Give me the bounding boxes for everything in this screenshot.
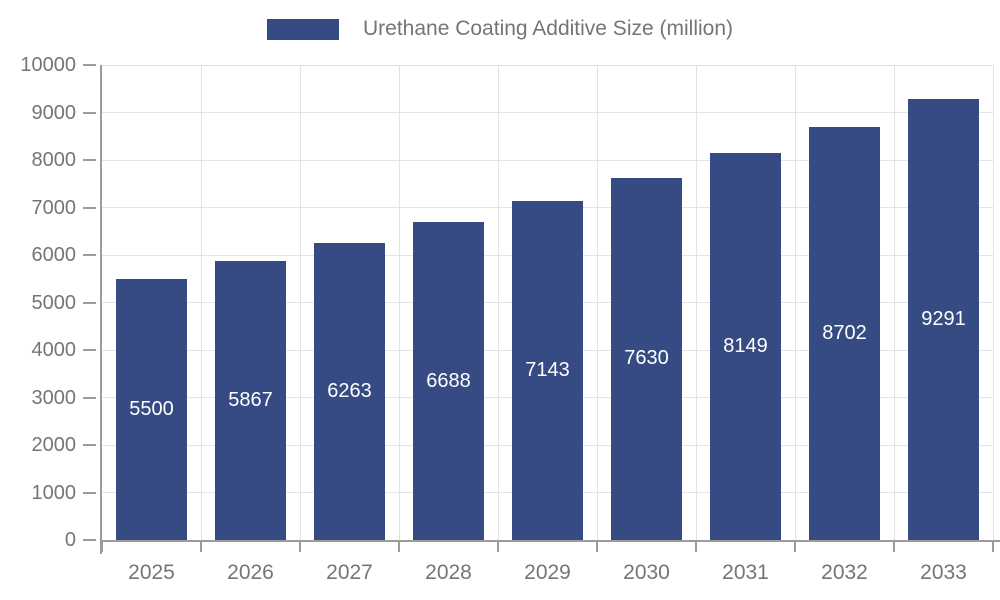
bar: 7630 [611,177,682,540]
bar-value-label: 9291 [921,307,966,330]
y-axis-tick [83,64,96,66]
x-axis-tick [596,542,598,552]
y-tick-label: 5000 [31,291,77,314]
y-axis-tick [83,301,96,304]
y-tick-label: 10000 [20,54,76,76]
y-axis-tick [83,396,96,399]
y-axis-tick [83,491,96,494]
y-tick-label: 7000 [31,196,77,219]
x-axis-tick [299,542,301,552]
x-axis-tick [398,542,400,552]
bar: 7143 [512,200,583,540]
x-tick-label: 2028 [425,561,472,584]
x-tick-label: 2026 [227,561,274,584]
y-axis-tick [83,254,96,256]
x-axis-tick [497,542,499,552]
y-tick-label: 0 [64,529,76,551]
x-tick-label: 2031 [722,561,769,584]
bar-value-label: 6688 [426,369,471,392]
gridline-vertical [992,65,994,540]
gridline-vertical [596,65,598,540]
y-axis-tick [83,539,96,541]
gridline-horizontal [102,112,993,113]
bar: 9291 [908,98,979,540]
x-axis-tick [200,542,202,552]
gridline-horizontal [102,159,993,161]
y-tick-label: 2000 [31,434,77,456]
bar-value-label: 8702 [822,321,867,344]
y-tick-label: 3000 [31,386,77,409]
y-axis-tick [83,206,96,209]
x-tick-label: 2029 [524,561,571,584]
gridline-vertical [398,65,400,540]
bar: 8702 [809,126,880,540]
gridline-vertical [893,65,895,540]
bar-value-label: 5500 [129,397,174,420]
y-tick-label: 6000 [31,244,77,266]
gridline-vertical [695,65,697,540]
legend-swatch [266,18,339,40]
y-axis-line [100,65,102,554]
y-axis-tick [83,444,96,446]
chart-legend: Urethane Coating Additive Size (million) [0,17,1000,41]
bar-value-label: 6263 [327,379,372,402]
gridline-horizontal [102,64,993,66]
x-tick-label: 2032 [821,561,868,584]
x-axis-tick [101,542,103,552]
bar-value-label: 7143 [525,358,570,381]
bar-value-label: 8149 [723,334,768,357]
y-axis-tick [83,349,96,351]
x-tick-label: 2033 [920,561,967,584]
x-axis-tick [893,542,895,552]
x-axis-tick [695,542,697,552]
plot-area: 0 1000 2000 3000 4000 5000 6000 7000 8000 9000 100… [20,54,1000,584]
y-axis-tick [83,111,96,114]
x-tick-label: 2025 [128,561,175,584]
y-tick-label: 1000 [31,481,77,504]
legend-label: Urethane Coating Additive Size (million) [362,17,733,40]
x-axis-line [100,540,1000,542]
x-axis-tick [992,542,994,552]
y-tick-label: 4000 [31,339,77,361]
gridline-vertical [200,65,202,540]
y-tick-label: 8000 [31,149,77,171]
x-tick-label: 2030 [623,561,670,584]
y-tick-label: 9000 [31,101,77,124]
bar: 8149 [710,152,781,540]
bar-value-label: 7630 [624,347,669,370]
gridline-vertical [497,65,499,540]
bar: 5867 [215,261,286,540]
bar-value-label: 5867 [228,389,273,412]
y-axis-tick [83,159,96,161]
bar: 5500 [116,278,187,540]
gridline-vertical [794,65,796,540]
bar: 6263 [314,242,385,540]
x-tick-label: 2027 [326,561,373,584]
x-axis-tick [794,542,796,552]
gridline-vertical [299,65,301,540]
bar: 6688 [413,222,484,540]
